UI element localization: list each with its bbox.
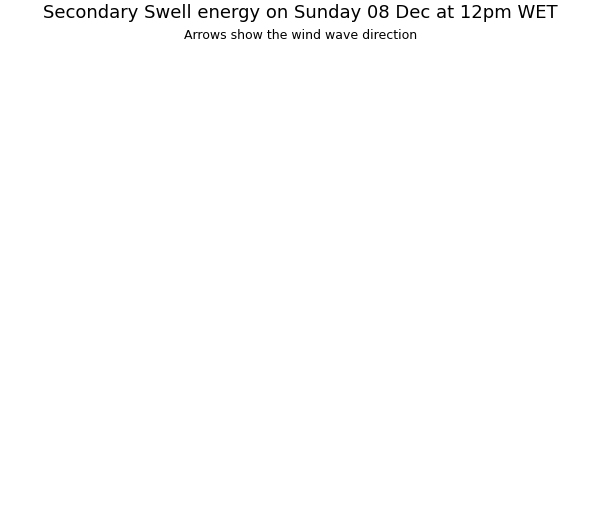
Text: Arrows show the wind wave direction: Arrows show the wind wave direction	[184, 29, 417, 42]
Text: Secondary Swell energy on Sunday 08 Dec at 12pm WET: Secondary Swell energy on Sunday 08 Dec …	[43, 4, 558, 22]
Text: Cartopy required: Cartopy required	[218, 266, 383, 285]
